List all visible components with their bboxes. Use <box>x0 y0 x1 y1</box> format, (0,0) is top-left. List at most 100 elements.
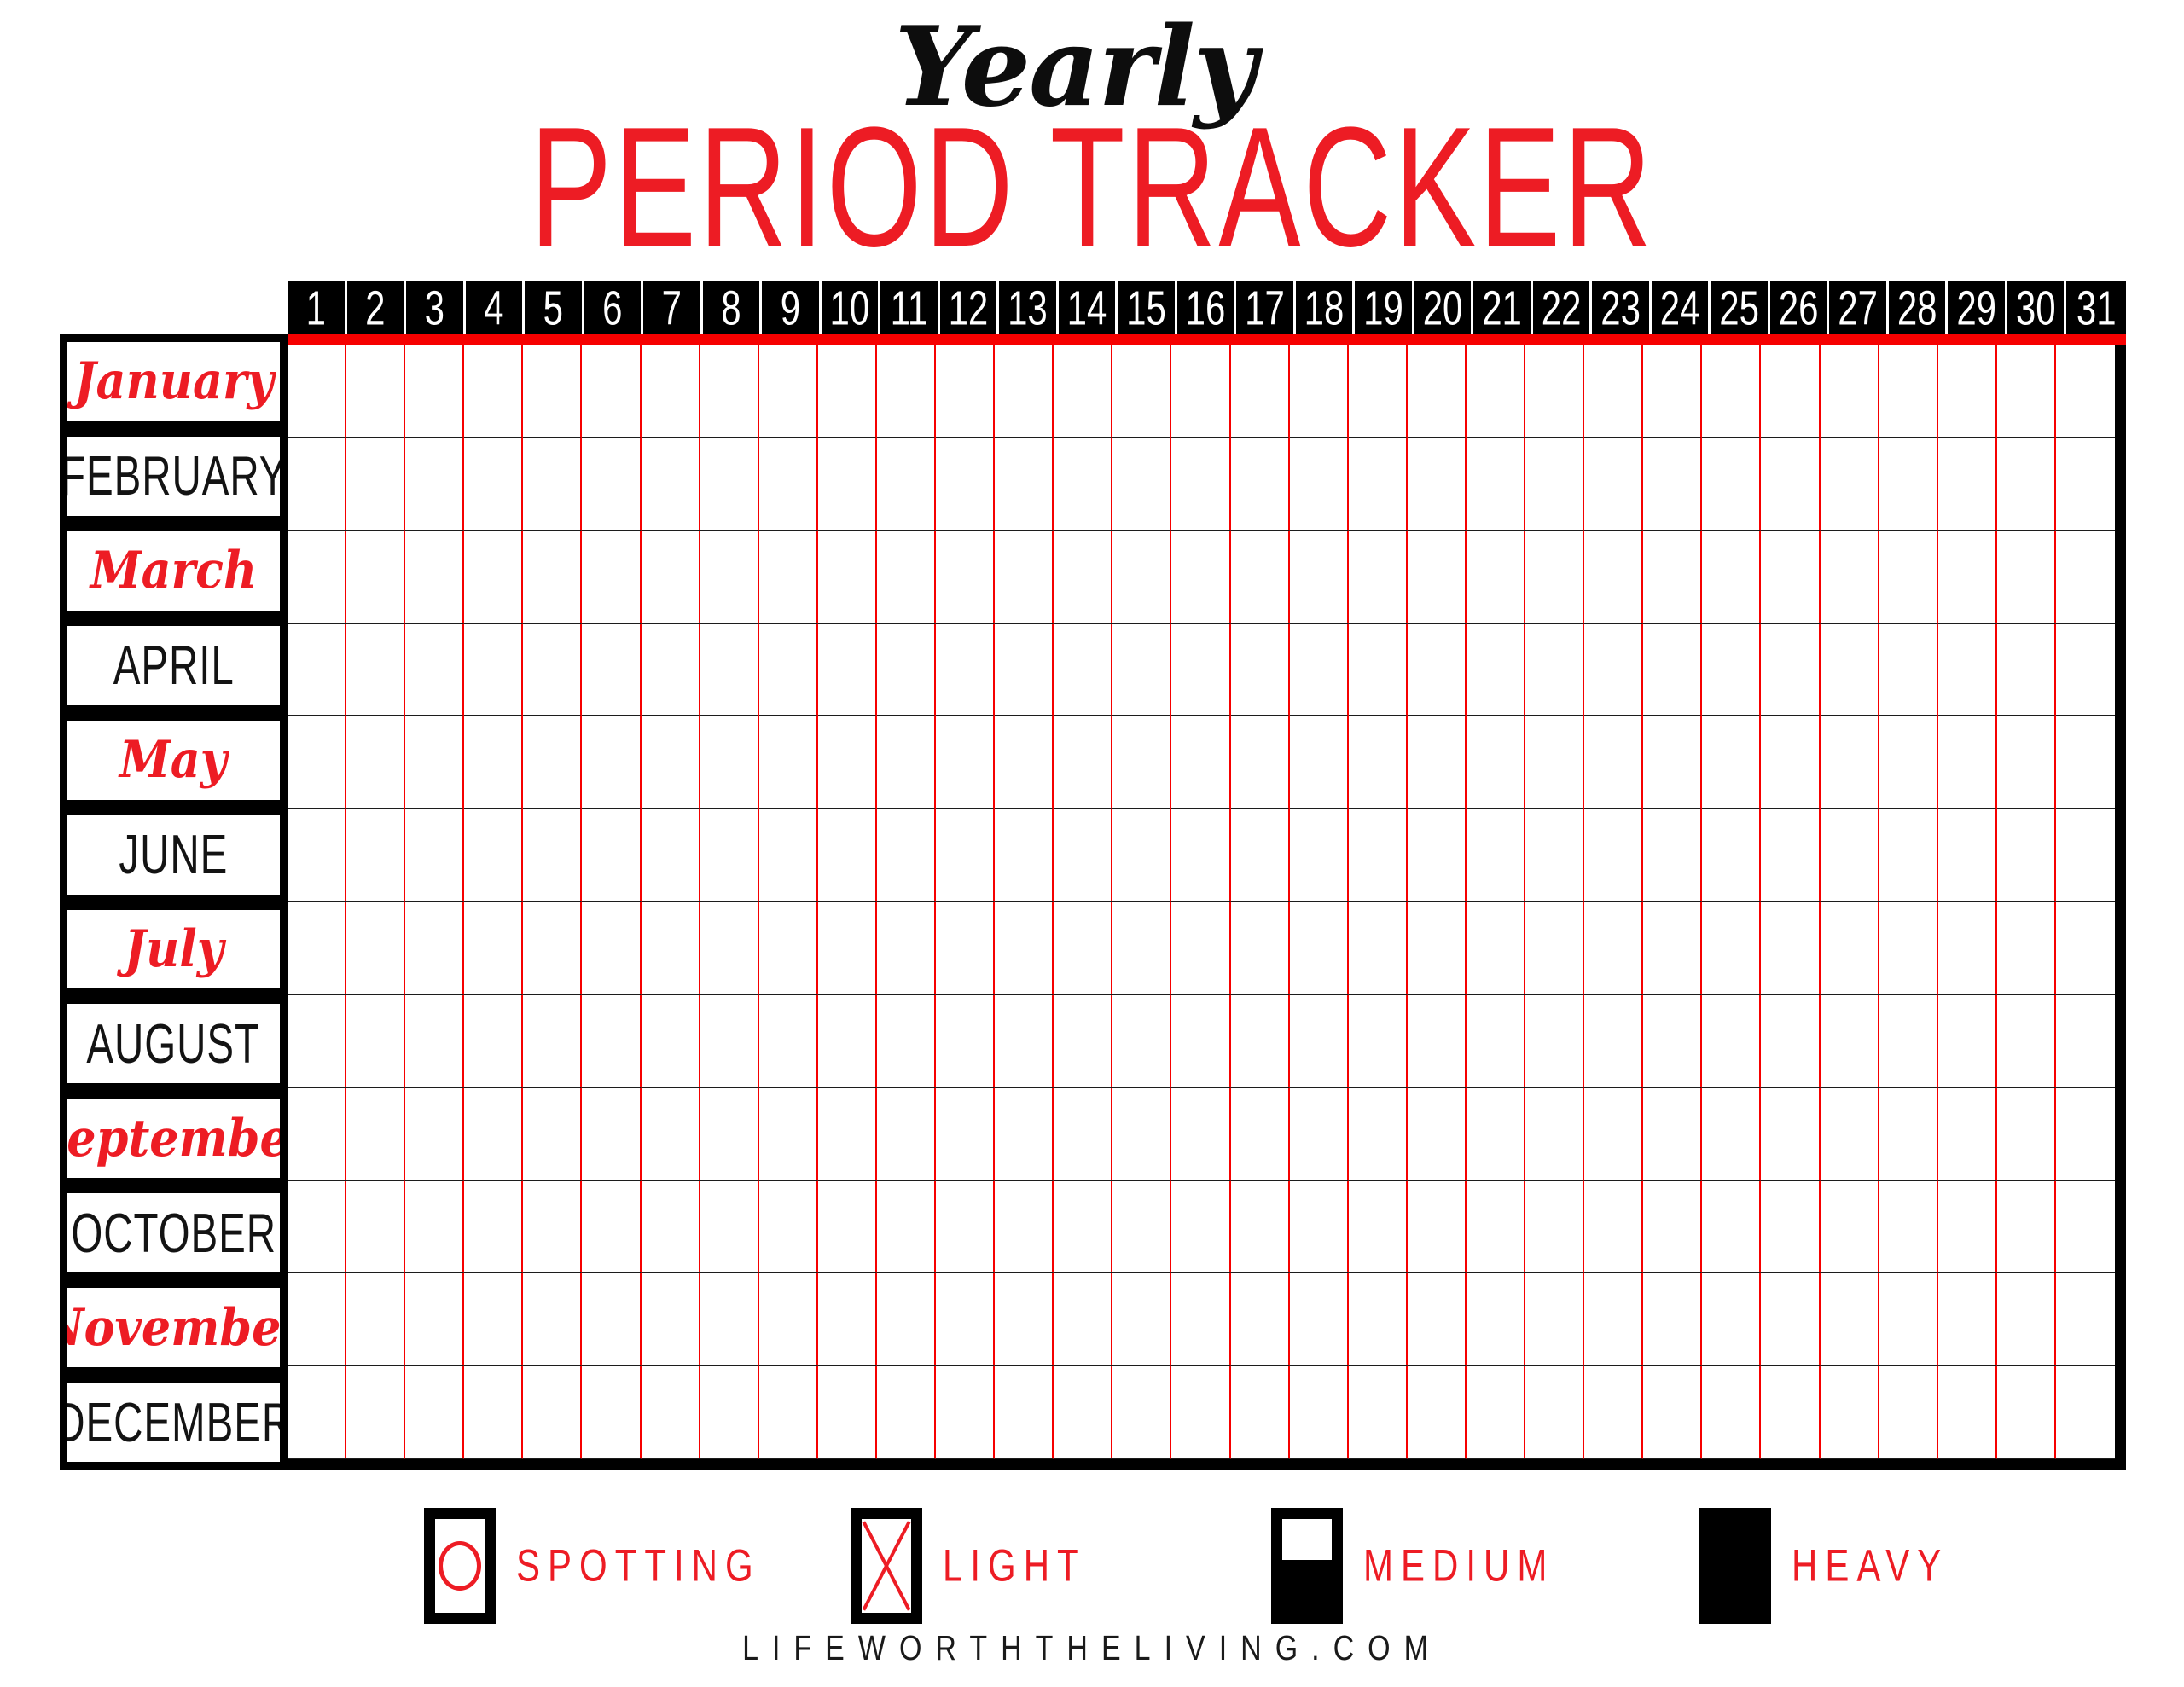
day-cell[interactable] <box>523 902 583 995</box>
day-cell[interactable] <box>1525 1087 1585 1181</box>
day-cell[interactable] <box>464 994 524 1088</box>
day-cell[interactable] <box>288 530 347 624</box>
day-cell[interactable] <box>1820 716 1879 810</box>
day-cell[interactable] <box>1348 716 1408 810</box>
day-cell[interactable] <box>936 623 996 717</box>
day-cell[interactable] <box>758 902 818 995</box>
day-cell[interactable] <box>1289 623 1349 717</box>
day-cell[interactable] <box>1702 809 1762 902</box>
day-cell[interactable] <box>464 716 524 810</box>
day-cell[interactable] <box>464 623 524 717</box>
day-cell[interactable] <box>1820 902 1879 995</box>
day-cell[interactable] <box>1230 1087 1290 1181</box>
day-cell[interactable] <box>1525 1180 1585 1274</box>
day-cell[interactable] <box>464 809 524 902</box>
day-cell[interactable] <box>1761 530 1821 624</box>
day-cell[interactable] <box>1171 902 1231 995</box>
day-cell[interactable] <box>1054 716 1113 810</box>
day-cell[interactable] <box>2055 531 2115 624</box>
day-cell[interactable] <box>1702 1087 1762 1181</box>
day-cell[interactable] <box>1761 902 1821 995</box>
day-cell[interactable] <box>1584 1366 1644 1459</box>
day-cell[interactable] <box>876 1366 937 1459</box>
day-cell[interactable] <box>876 1180 937 1274</box>
day-cell[interactable] <box>405 809 465 902</box>
day-cell[interactable] <box>1643 994 1703 1088</box>
day-cell[interactable] <box>1054 438 1113 531</box>
day-cell[interactable] <box>1996 438 2056 531</box>
day-cell[interactable] <box>2055 1088 2115 1181</box>
day-cell[interactable] <box>464 1180 524 1274</box>
day-cell[interactable] <box>1643 530 1703 624</box>
day-cell[interactable] <box>1761 809 1821 902</box>
day-cell[interactable] <box>641 1180 700 1274</box>
day-cell[interactable] <box>346 530 406 624</box>
day-cell[interactable] <box>464 1087 524 1181</box>
day-cell[interactable] <box>288 902 347 995</box>
day-cell[interactable] <box>641 716 700 810</box>
day-cell[interactable] <box>1230 1366 1290 1459</box>
day-cell[interactable] <box>1525 438 1585 531</box>
day-cell[interactable] <box>582 345 642 438</box>
day-cell[interactable] <box>700 1087 759 1181</box>
day-cell[interactable] <box>1230 716 1290 810</box>
day-cell[interactable] <box>1702 1273 1762 1367</box>
day-cell[interactable] <box>1879 1087 1938 1181</box>
day-cell[interactable] <box>758 345 818 438</box>
day-cell[interactable] <box>464 530 524 624</box>
day-cell[interactable] <box>2055 809 2115 902</box>
day-cell[interactable] <box>1584 438 1644 531</box>
day-cell[interactable] <box>1996 623 2056 717</box>
day-cell[interactable] <box>1643 1087 1703 1181</box>
day-cell[interactable] <box>817 809 877 902</box>
day-cell[interactable] <box>1289 902 1349 995</box>
day-cell[interactable] <box>876 530 937 624</box>
day-cell[interactable] <box>641 1366 700 1459</box>
day-cell[interactable] <box>346 809 406 902</box>
day-cell[interactable] <box>1584 623 1644 717</box>
day-cell[interactable] <box>346 716 406 810</box>
day-cell[interactable] <box>1937 1273 1997 1367</box>
day-cell[interactable] <box>1171 623 1231 717</box>
day-cell[interactable] <box>1761 1366 1821 1459</box>
day-cell[interactable] <box>1879 345 1938 438</box>
day-cell[interactable] <box>1879 716 1938 810</box>
day-cell[interactable] <box>288 438 347 531</box>
day-cell[interactable] <box>1584 716 1644 810</box>
day-cell[interactable] <box>1171 1087 1231 1181</box>
day-cell[interactable] <box>995 438 1054 531</box>
day-cell[interactable] <box>1348 1366 1408 1459</box>
day-cell[interactable] <box>1525 902 1585 995</box>
day-cell[interactable] <box>700 530 759 624</box>
day-cell[interactable] <box>346 438 406 531</box>
day-cell[interactable] <box>1584 994 1644 1088</box>
day-cell[interactable] <box>758 623 818 717</box>
day-cell[interactable] <box>876 438 937 531</box>
day-cell[interactable] <box>995 623 1054 717</box>
day-cell[interactable] <box>346 623 406 717</box>
day-cell[interactable] <box>1937 902 1997 995</box>
day-cell[interactable] <box>1054 1273 1113 1367</box>
day-cell[interactable] <box>936 438 996 531</box>
day-cell[interactable] <box>1820 438 1879 531</box>
day-cell[interactable] <box>405 345 465 438</box>
day-cell[interactable] <box>700 809 759 902</box>
day-cell[interactable] <box>1643 345 1703 438</box>
day-cell[interactable] <box>1289 1180 1349 1274</box>
day-cell[interactable] <box>1171 345 1231 438</box>
day-cell[interactable] <box>1761 1273 1821 1367</box>
day-cell[interactable] <box>288 1273 347 1367</box>
day-cell[interactable] <box>346 1087 406 1181</box>
day-cell[interactable] <box>995 530 1054 624</box>
day-cell[interactable] <box>1820 623 1879 717</box>
day-cell[interactable] <box>1761 716 1821 810</box>
day-cell[interactable] <box>1407 1180 1467 1274</box>
day-cell[interactable] <box>1289 809 1349 902</box>
day-cell[interactable] <box>700 1273 759 1367</box>
day-cell[interactable] <box>288 994 347 1088</box>
day-cell[interactable] <box>1348 438 1408 531</box>
day-cell[interactable] <box>1702 438 1762 531</box>
day-cell[interactable] <box>1820 809 1879 902</box>
day-cell[interactable] <box>1702 994 1762 1088</box>
day-cell[interactable] <box>523 438 583 531</box>
